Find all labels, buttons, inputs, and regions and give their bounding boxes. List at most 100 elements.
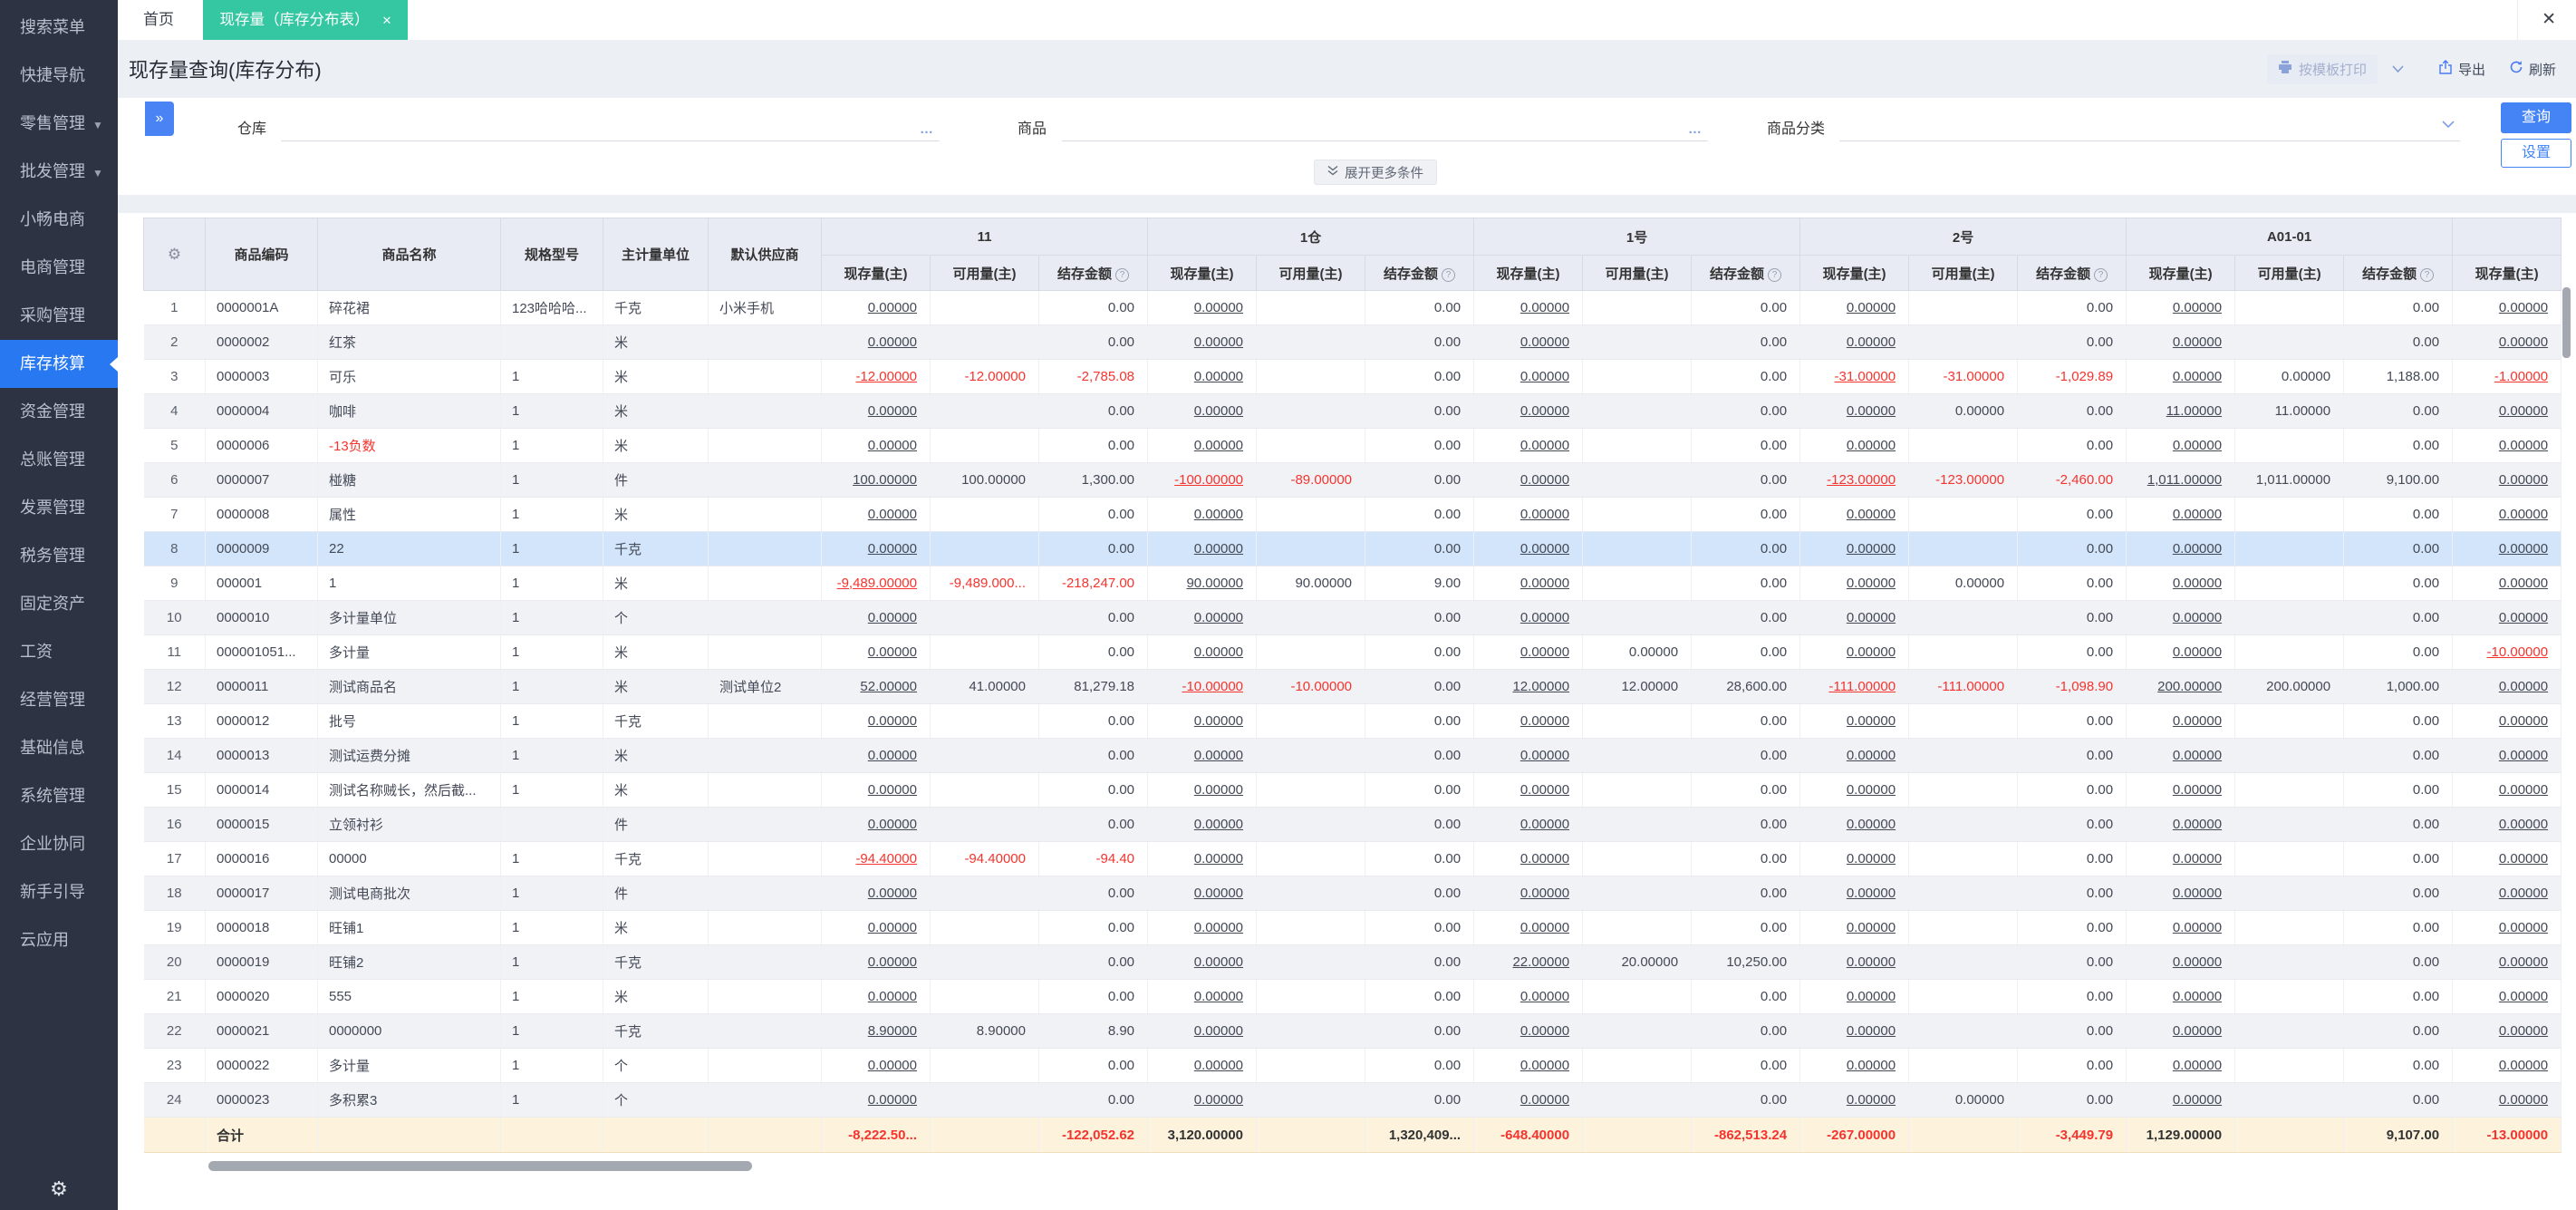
- stock-qty-link-cell[interactable]: 0.00000: [1473, 359, 1584, 394]
- stock-qty-link-cell[interactable]: 0.00000: [1473, 1013, 1584, 1049]
- sidebar-item[interactable]: 固定资产: [0, 580, 118, 628]
- stock-qty-link-cell[interactable]: 100.00000: [821, 462, 931, 498]
- sidebar-item[interactable]: 企业协同: [0, 820, 118, 868]
- stock-qty-link-cell[interactable]: 0.00000: [821, 772, 931, 808]
- stock-qty-link-cell[interactable]: 0.00000: [1147, 428, 1258, 463]
- stock-qty-link-cell[interactable]: 0.00000: [1473, 841, 1584, 876]
- print-by-template-button[interactable]: 按模板打印: [2266, 53, 2378, 84]
- stock-qty-link-cell[interactable]: 0.00000: [2126, 566, 2236, 601]
- stock-qty-link-cell[interactable]: 0.00000: [2126, 359, 2236, 394]
- stock-qty-link-cell[interactable]: 0.00000: [2452, 944, 2562, 980]
- stock-qty-link-cell[interactable]: 0.00000: [2452, 669, 2562, 704]
- stock-qty-link-cell[interactable]: 0.00000: [821, 497, 931, 532]
- stock-qty-link-cell[interactable]: 0.00000: [1473, 566, 1584, 601]
- stock-qty-link-cell[interactable]: 0.00000: [1799, 979, 1910, 1014]
- expand-more-conditions-button[interactable]: 展开更多条件: [1314, 160, 1437, 185]
- stock-qty-link-cell[interactable]: -94.40000: [821, 841, 931, 876]
- table-row[interactable]: 9 000001 1 1 米 -9,489.00000 -9,489.000... -218,…: [143, 566, 2562, 601]
- stock-qty-link-cell[interactable]: 0.00000: [1799, 807, 1910, 842]
- stock-qty-link-cell[interactable]: 0.00000: [1799, 944, 1910, 980]
- table-row[interactable]: 2 0000002 红茶米 0.00000 0.00 0.00000 0.00 0.00000…: [143, 324, 2562, 360]
- sidebar-item[interactable]: 小畅电商: [0, 196, 118, 244]
- stock-qty-link-cell[interactable]: 0.00000: [1799, 531, 1910, 566]
- sidebar-item[interactable]: 工资: [0, 628, 118, 676]
- stock-qty-link-cell[interactable]: 0.00000: [1147, 841, 1258, 876]
- stock-qty-link-cell[interactable]: 0.00000: [2126, 841, 2236, 876]
- stock-qty-link-cell[interactable]: 0.00000: [1799, 393, 1910, 429]
- stock-qty-link-cell[interactable]: 0.00000: [1473, 979, 1584, 1014]
- sidebar-item[interactable]: 快捷导航: [0, 52, 118, 100]
- sidebar-item[interactable]: 批发管理 ▼: [0, 148, 118, 196]
- stock-qty-link-cell[interactable]: 90.00000: [1147, 566, 1258, 601]
- stock-qty-link-cell[interactable]: 0.00000: [1147, 531, 1258, 566]
- stock-qty-link-cell[interactable]: 0.00000: [821, 910, 931, 945]
- chevron-down-icon[interactable]: [2442, 117, 2455, 133]
- stock-qty-link-cell[interactable]: 0.00000: [2126, 324, 2236, 360]
- stock-qty-link-cell[interactable]: 0.00000: [1473, 324, 1584, 360]
- stock-qty-link-cell[interactable]: 22.00000: [1473, 944, 1584, 980]
- stock-qty-link-cell[interactable]: 0.00000: [1799, 290, 1910, 325]
- stock-qty-link-cell[interactable]: 200.00000: [2126, 669, 2236, 704]
- warehouse-input[interactable]: …: [281, 105, 940, 141]
- stock-qty-link-cell[interactable]: 0.00000: [1473, 876, 1584, 911]
- stock-qty-link-cell[interactable]: 0.00000: [1147, 324, 1258, 360]
- table-row[interactable]: 23 0000022 多计量 1 个 0.00000 0.00 0.00000 0.00 0.00…: [143, 1048, 2562, 1083]
- stock-qty-link-cell[interactable]: 0.00000: [1473, 807, 1584, 842]
- stock-qty-link-cell[interactable]: 0.00000: [1473, 772, 1584, 808]
- stock-qty-link-cell[interactable]: 0.00000: [1147, 944, 1258, 980]
- stock-qty-link-cell[interactable]: 0.00000: [1147, 1082, 1258, 1118]
- table-row[interactable]: 14 0000013 测试运费分摊 1 米 0.00000 0.00 0.00000 0.00 0…: [143, 738, 2562, 773]
- table-row[interactable]: 12 0000011 测试商品名 1 米测试单位2 52.00000 41.00000 81,…: [143, 669, 2562, 704]
- stock-qty-link-cell[interactable]: 0.00000: [2452, 807, 2562, 842]
- table-row[interactable]: 16 0000015 立领衬衫件 0.00000 0.00 0.00000 0.00 0.00…: [143, 807, 2562, 842]
- stock-qty-link-cell[interactable]: 0.00000: [1473, 531, 1584, 566]
- stock-qty-link-cell[interactable]: 0.00000: [821, 600, 931, 635]
- stock-qty-link-cell[interactable]: 0.00000: [1473, 600, 1584, 635]
- stock-qty-link-cell[interactable]: -10.00000: [2452, 634, 2562, 670]
- table-row[interactable]: 8 0000009 22 1 千克 0.00000 0.00 0.00000 0.00 0.000…: [143, 531, 2562, 566]
- stock-qty-link-cell[interactable]: 11.00000: [2126, 393, 2236, 429]
- sidebar-item[interactable]: 经营管理: [0, 676, 118, 724]
- refresh-button[interactable]: 刷新: [2502, 56, 2563, 82]
- stock-qty-link-cell[interactable]: 0.00000: [1147, 600, 1258, 635]
- stock-qty-link-cell[interactable]: 0.00000: [2452, 738, 2562, 773]
- stock-qty-link-cell[interactable]: -111.00000: [1799, 669, 1910, 704]
- stock-qty-link-cell[interactable]: 0.00000: [2126, 876, 2236, 911]
- stock-qty-link-cell[interactable]: 0.00000: [1473, 1048, 1584, 1083]
- sidebar-item[interactable]: 发票管理: [0, 484, 118, 532]
- stock-qty-link-cell[interactable]: 0.00000: [821, 1048, 931, 1083]
- column-settings-gear-icon[interactable]: ⚙: [143, 218, 206, 291]
- stock-qty-link-cell[interactable]: 0.00000: [1799, 772, 1910, 808]
- stock-qty-link-cell[interactable]: 0.00000: [2126, 979, 2236, 1014]
- table-row[interactable]: 13 0000012 批号 1 千克 0.00000 0.00 0.00000 0.00 0.00…: [143, 703, 2562, 739]
- stock-qty-link-cell[interactable]: 0.00000: [2452, 1013, 2562, 1049]
- sidebar-item[interactable]: 采购管理: [0, 292, 118, 340]
- stock-qty-link-cell[interactable]: -9,489.00000: [821, 566, 931, 601]
- stock-qty-link-cell[interactable]: 0.00000: [821, 979, 931, 1014]
- stock-qty-link-cell[interactable]: 0.00000: [2452, 497, 2562, 532]
- stock-qty-link-cell[interactable]: 0.00000: [821, 738, 931, 773]
- table-row[interactable]: 1 0000001A 碎花裙 123哈哈哈... 千克 小米手机 0.00000 0.00 0.…: [143, 290, 2562, 325]
- category-select[interactable]: [1839, 105, 2460, 141]
- stock-qty-link-cell[interactable]: 0.00000: [1799, 876, 1910, 911]
- stock-qty-link-cell[interactable]: 0.00000: [1799, 324, 1910, 360]
- stock-qty-link-cell[interactable]: 0.00000: [1799, 428, 1910, 463]
- sidebar-item[interactable]: 系统管理: [0, 772, 118, 820]
- stock-qty-link-cell[interactable]: -123.00000: [1799, 462, 1910, 498]
- stock-qty-link-cell[interactable]: 0.00000: [1799, 703, 1910, 739]
- stock-qty-link-cell[interactable]: 0.00000: [1147, 290, 1258, 325]
- table-row[interactable]: 10 0000010 多计量单位 1 个 0.00000 0.00 0.00000 0.00 0.…: [143, 600, 2562, 635]
- stock-qty-link-cell[interactable]: 0.00000: [2452, 910, 2562, 945]
- window-close-icon[interactable]: ✕: [2517, 0, 2576, 40]
- stock-qty-link-cell[interactable]: 0.00000: [1147, 359, 1258, 394]
- sidebar-item[interactable]: 库存核算: [0, 340, 118, 388]
- stock-qty-link-cell[interactable]: 0.00000: [2126, 428, 2236, 463]
- stock-qty-link-cell[interactable]: 0.00000: [2126, 600, 2236, 635]
- stock-qty-link-cell[interactable]: 0.00000: [821, 634, 931, 670]
- stock-qty-link-cell[interactable]: 0.00000: [821, 1082, 931, 1118]
- stock-qty-link-cell[interactable]: 0.00000: [1799, 1082, 1910, 1118]
- stock-qty-link-cell[interactable]: 12.00000: [1473, 669, 1584, 704]
- export-button[interactable]: 导出: [2431, 56, 2493, 82]
- table-row[interactable]: 19 0000018 旺铺1 1 米 0.00000 0.00 0.00000 0.00 0.00…: [143, 910, 2562, 945]
- stock-qty-link-cell[interactable]: 0.00000: [2452, 600, 2562, 635]
